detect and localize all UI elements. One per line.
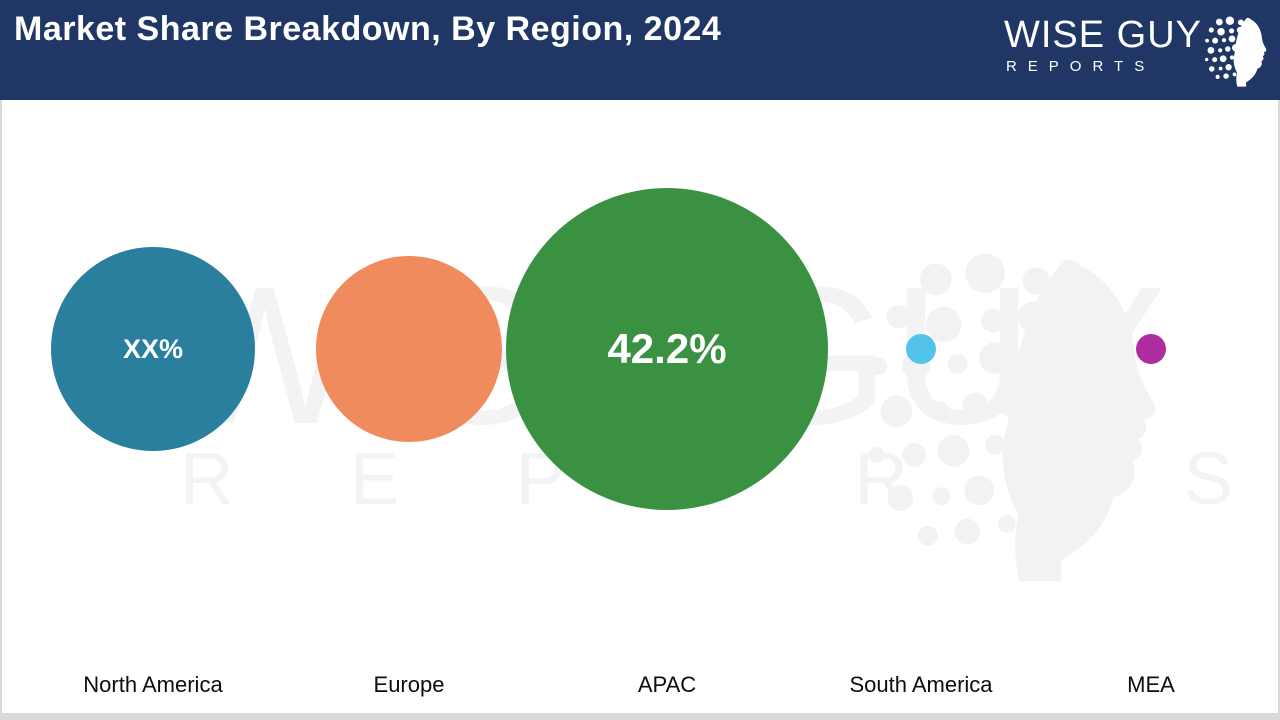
- category-label-mea: MEA: [1127, 672, 1175, 697]
- category-label-apac: APAC: [637, 672, 697, 697]
- brand-name: WISE GUY: [1003, 14, 1202, 56]
- category-label-europe: Europe: [373, 672, 445, 697]
- bubble-value-north-america: XX%: [122, 333, 184, 364]
- brand-tagline: REPORTS: [1005, 58, 1156, 75]
- brand-head-icon: [1204, 16, 1267, 87]
- bubble-mea: [1136, 334, 1166, 364]
- bubble-apac: 42.2%: [506, 188, 828, 510]
- header-bar: Market Share Breakdown, By Region, 2024 …: [0, 0, 1280, 100]
- page-title: Market Share Breakdown, By Region, 2024: [14, 10, 722, 48]
- category-label-south-america: South America: [849, 672, 993, 697]
- bubble-value-apac: 42.2%: [607, 325, 727, 372]
- brand-logo: WISE GUY REPORTS: [1004, 8, 1270, 88]
- watermark-head-icon: [868, 253, 1156, 582]
- bubble-south-america: [906, 334, 936, 364]
- category-label-north-america: North America: [83, 672, 223, 697]
- bubble-europe: [316, 256, 502, 442]
- bubble-north-america: XX%: [51, 247, 255, 451]
- brand-logo-text: WISE GUY REPORTS: [1004, 16, 1202, 75]
